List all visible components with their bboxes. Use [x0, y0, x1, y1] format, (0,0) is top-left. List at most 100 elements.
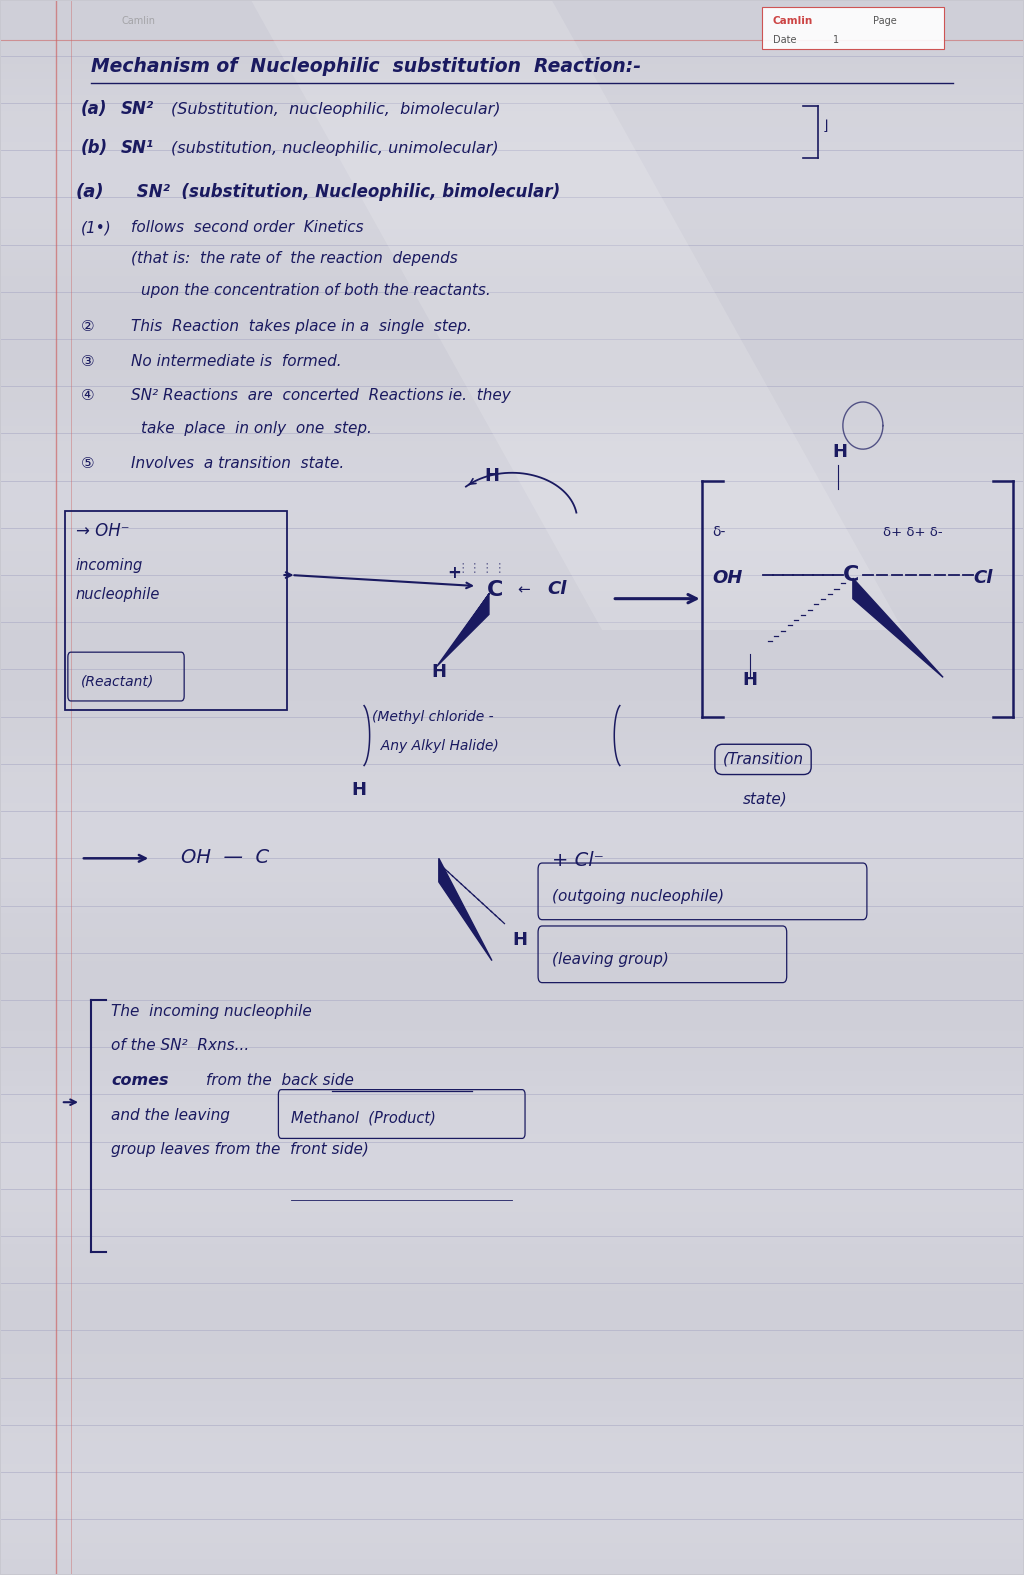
Bar	[1, 1284, 1023, 1292]
Bar	[1, 874, 1023, 882]
Bar	[1, 913, 1023, 921]
Bar	[1, 150, 1023, 158]
Bar	[1, 929, 1023, 937]
Bar	[1, 402, 1023, 410]
Bar	[1, 559, 1023, 567]
Text: (b): (b)	[81, 139, 108, 158]
Text: Cl: Cl	[973, 569, 992, 587]
Text: (that is:  the rate of  the reaction  depends: (that is: the rate of the reaction depen…	[131, 252, 458, 266]
Bar	[1, 1425, 1023, 1433]
Bar	[1, 780, 1023, 788]
Bar	[1, 1032, 1023, 1040]
Text: ←: ←	[517, 581, 529, 597]
Bar	[1, 410, 1023, 417]
Bar	[1, 346, 1023, 354]
Bar	[1, 205, 1023, 213]
Bar	[1, 465, 1023, 472]
Bar	[1, 1134, 1023, 1142]
Bar	[1, 890, 1023, 898]
Bar	[1, 1394, 1023, 1402]
Bar	[1, 740, 1023, 748]
Text: ⋮⋮⋮⋮: ⋮⋮⋮⋮	[457, 562, 507, 575]
Bar	[1, 1197, 1023, 1205]
Bar	[1, 811, 1023, 819]
Text: OH: OH	[713, 569, 742, 587]
Text: (a): (a)	[81, 99, 108, 118]
Bar	[1, 110, 1023, 118]
Bar	[1, 331, 1023, 339]
Text: comes: comes	[111, 1073, 169, 1088]
Bar	[1, 685, 1023, 693]
Bar	[1, 976, 1023, 984]
Text: ⌋: ⌋	[823, 118, 828, 132]
Bar	[1, 504, 1023, 512]
Text: C: C	[843, 565, 859, 586]
Bar	[1, 394, 1023, 402]
Bar	[1, 969, 1023, 976]
Text: Any Alkyl Halide): Any Alkyl Halide)	[372, 739, 499, 753]
Bar	[1, 835, 1023, 843]
Bar	[1, 543, 1023, 551]
Bar	[1, 654, 1023, 662]
Bar	[1, 433, 1023, 441]
Text: δ-: δ-	[713, 524, 726, 539]
Bar	[1, 488, 1023, 496]
Bar	[1, 724, 1023, 732]
Bar	[1, 1213, 1023, 1221]
Text: (outgoing nucleophile): (outgoing nucleophile)	[552, 888, 724, 904]
Bar	[1, 1536, 1023, 1544]
Bar	[1, 1063, 1023, 1071]
Bar	[1, 134, 1023, 142]
Bar	[1, 1118, 1023, 1126]
Bar	[1, 748, 1023, 756]
Bar	[1, 536, 1023, 543]
Bar	[1, 1567, 1023, 1575]
Text: The  incoming nucleophile: The incoming nucleophile	[111, 1003, 311, 1019]
Bar	[1, 614, 1023, 622]
Bar	[1, 850, 1023, 858]
Text: No intermediate is  formed.: No intermediate is formed.	[131, 354, 342, 369]
Bar	[1, 480, 1023, 488]
Text: This  Reaction  takes place in a  single  step.: This Reaction takes place in a single st…	[131, 320, 472, 334]
Bar	[1, 591, 1023, 598]
Bar	[1, 472, 1023, 480]
Bar	[1, 0, 1023, 8]
Bar	[1, 622, 1023, 630]
Polygon shape	[853, 578, 943, 677]
Bar	[1, 1551, 1023, 1559]
Bar	[1, 1354, 1023, 1362]
Bar	[1, 378, 1023, 386]
Bar	[1, 803, 1023, 811]
Bar	[1, 1441, 1023, 1449]
Bar	[1, 709, 1023, 717]
Bar	[1, 1173, 1023, 1181]
Bar	[1, 386, 1023, 394]
Text: SN¹: SN¹	[121, 139, 155, 158]
Bar	[1, 1102, 1023, 1110]
Text: (Transition: (Transition	[723, 751, 804, 767]
Text: incoming: incoming	[76, 559, 143, 573]
Text: SN² Reactions  are  concerted  Reactions ie.  they: SN² Reactions are concerted Reactions ie…	[131, 389, 511, 403]
Bar	[1, 1402, 1023, 1410]
Bar	[1, 1559, 1023, 1567]
Bar	[1, 906, 1023, 913]
Bar	[1, 795, 1023, 803]
Bar	[1, 71, 1023, 79]
Bar	[1, 984, 1023, 992]
Text: upon the concentration of both the reactants.: upon the concentration of both the react…	[141, 284, 490, 298]
Bar	[1, 945, 1023, 953]
Bar	[1, 1362, 1023, 1370]
Bar	[1, 1323, 1023, 1331]
Text: nucleophile: nucleophile	[76, 586, 161, 602]
Bar	[1, 669, 1023, 677]
Bar	[1, 1236, 1023, 1244]
Bar	[1, 898, 1023, 906]
Bar	[1, 24, 1023, 32]
Bar	[1, 441, 1023, 449]
Bar	[1, 819, 1023, 827]
Text: SN²  (substitution, Nucleophilic, bimolecular): SN² (substitution, Nucleophilic, bimolec…	[131, 183, 560, 202]
Text: state): state)	[742, 791, 787, 806]
Bar	[1, 16, 1023, 24]
Bar	[1, 158, 1023, 165]
Bar	[1, 39, 1023, 47]
